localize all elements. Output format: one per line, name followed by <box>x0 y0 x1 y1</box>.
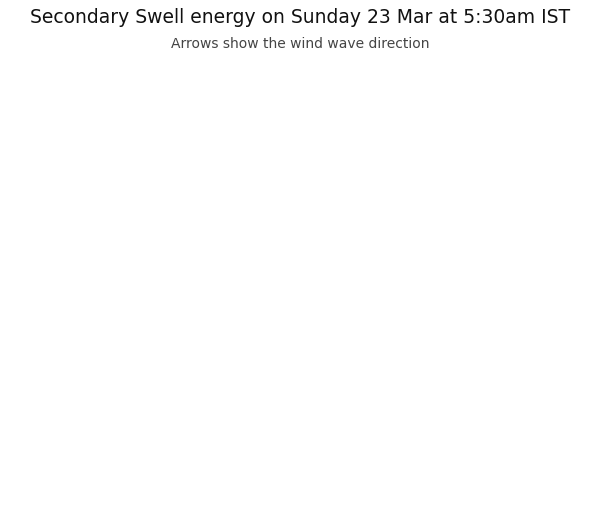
Text: Arrows show the wind wave direction: Arrows show the wind wave direction <box>171 37 430 51</box>
Text: Secondary Swell energy on Sunday 23 Mar at 5:30am IST: Secondary Swell energy on Sunday 23 Mar … <box>31 8 570 27</box>
Text: cartopy error: No module named 'cartopy': cartopy error: No module named 'cartopy' <box>183 279 418 289</box>
